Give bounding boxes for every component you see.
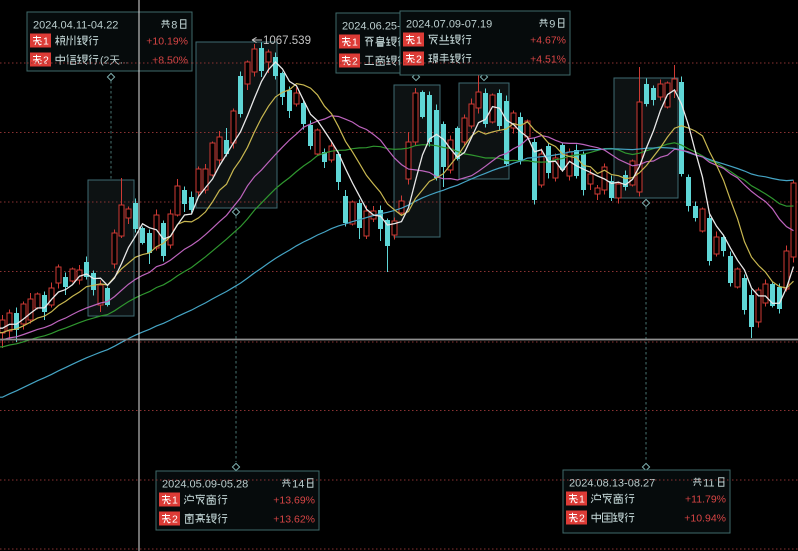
svg-text:2: 2 — [172, 514, 178, 526]
svg-text:+11.79%: +11.79% — [685, 494, 726, 506]
svg-text:2024.05.09-05.28: 2024.05.09-05.28 — [162, 479, 248, 491]
svg-text:1: 1 — [352, 37, 358, 49]
svg-text:1: 1 — [172, 495, 178, 507]
svg-text:2: 2 — [352, 56, 358, 68]
svg-text:2024.08.13-08.27: 2024.08.13-08.27 — [569, 478, 655, 490]
svg-text:2024.04.11-04.22: 2024.04.11-04.22 — [33, 20, 118, 32]
svg-text:9: 9 — [549, 19, 555, 31]
svg-text:+13.62%: +13.62% — [273, 514, 315, 526]
svg-text:1067.539: 1067.539 — [263, 35, 311, 47]
svg-text:1: 1 — [416, 35, 422, 47]
svg-text:+13.69%: +13.69% — [273, 495, 315, 507]
svg-text:2: 2 — [416, 54, 422, 66]
svg-text:8: 8 — [171, 20, 177, 32]
svg-text:2024.07.09-07.19: 2024.07.09-07.19 — [406, 19, 492, 31]
svg-text:+4.51%: +4.51% — [530, 54, 566, 66]
svg-text:+10.94%: +10.94% — [684, 513, 726, 525]
svg-text:11: 11 — [703, 478, 714, 490]
svg-text:2: 2 — [43, 55, 49, 67]
svg-text:1: 1 — [579, 494, 585, 506]
svg-text:14: 14 — [292, 479, 304, 491]
svg-text:(2天...: (2天... — [100, 55, 129, 67]
svg-text:+8.50%: +8.50% — [152, 55, 188, 67]
svg-text:2: 2 — [579, 513, 585, 525]
svg-text:+10.19%: +10.19% — [146, 36, 188, 48]
svg-text:+4.67%: +4.67% — [530, 35, 566, 47]
svg-text:1: 1 — [43, 36, 49, 48]
